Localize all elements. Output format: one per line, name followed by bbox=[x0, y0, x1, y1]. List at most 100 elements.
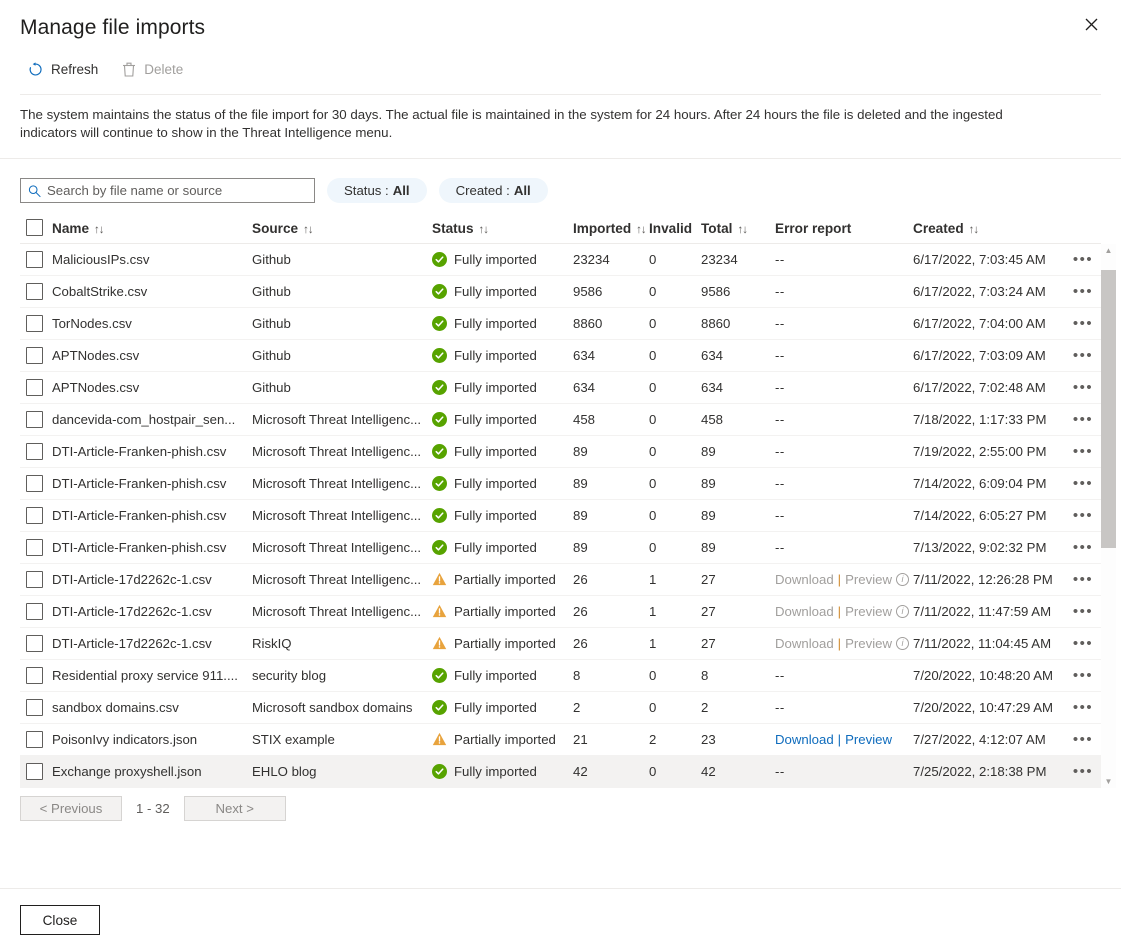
row-checkbox[interactable] bbox=[26, 378, 43, 396]
row-more-actions-icon[interactable]: ••• bbox=[1072, 442, 1094, 460]
preview-link[interactable]: Preview bbox=[845, 571, 892, 587]
table-row[interactable]: DTI-Article-17d2262c-1.csv Microsoft Thre… bbox=[20, 563, 1101, 596]
row-checkbox[interactable] bbox=[26, 442, 43, 460]
row-checkbox[interactable] bbox=[26, 666, 43, 684]
row-more-actions-icon[interactable]: ••• bbox=[1072, 634, 1094, 652]
scrollbar-track[interactable] bbox=[1101, 257, 1116, 775]
row-checkbox[interactable] bbox=[26, 602, 43, 620]
row-more-actions-icon[interactable]: ••• bbox=[1072, 410, 1094, 428]
sort-icon-status[interactable]: ↑↓ bbox=[478, 223, 489, 236]
download-link[interactable]: Download bbox=[775, 635, 834, 651]
row-checkbox[interactable] bbox=[26, 730, 43, 748]
row-more-actions-icon[interactable]: ••• bbox=[1072, 762, 1094, 780]
sort-icon-created[interactable]: ↑↓ bbox=[968, 223, 979, 236]
row-checkbox[interactable] bbox=[26, 538, 43, 556]
table-row[interactable]: APTNodes.csv Github Fully imported 634 0 634-… bbox=[20, 371, 1101, 404]
row-more-actions-icon[interactable]: ••• bbox=[1072, 730, 1094, 748]
close-icon[interactable] bbox=[1075, 8, 1107, 40]
search-box[interactable] bbox=[20, 178, 315, 203]
column-header-imported[interactable]: Imported ↑↓ bbox=[573, 213, 649, 244]
column-header-created[interactable]: Created ↑↓ bbox=[913, 213, 1071, 244]
column-label-total: Total bbox=[701, 220, 733, 236]
table-row[interactable]: DTI-Article-Franken-phish.csv Microsoft T… bbox=[20, 435, 1101, 468]
scroll-down-arrow[interactable]: ▼ bbox=[1104, 777, 1113, 786]
table-row[interactable]: Exchange proxyshell.json EHLO blog Fully i… bbox=[20, 755, 1101, 788]
column-header-source[interactable]: Source ↑↓ bbox=[252, 213, 432, 244]
table-row[interactable]: dancevida-com_hostpair_sen... Microsoft T… bbox=[20, 403, 1101, 436]
table-row[interactable]: TorNodes.csv Github Fully imported 8860 0 886… bbox=[20, 307, 1101, 340]
select-all-checkbox[interactable] bbox=[26, 218, 43, 236]
row-select-cell bbox=[20, 659, 52, 692]
table-row[interactable]: MaliciousIPs.csv Github Fully imported 2323… bbox=[20, 243, 1101, 276]
row-more-actions-icon[interactable]: ••• bbox=[1072, 666, 1094, 684]
download-link[interactable]: Download bbox=[775, 603, 834, 619]
table-row[interactable]: DTI-Article-Franken-phish.csv Microsoft T… bbox=[20, 531, 1101, 564]
cell-invalid: 0 bbox=[649, 467, 701, 500]
table-row[interactable]: Residential proxy service 911.... securit… bbox=[20, 659, 1101, 692]
next-page-button[interactable]: Next > bbox=[183, 795, 286, 821]
delete-button[interactable]: Delete bbox=[111, 54, 192, 84]
info-icon[interactable]: i bbox=[896, 572, 909, 586]
cell-invalid: 0 bbox=[649, 371, 701, 404]
table-row[interactable]: sandbox domains.csv Microsoft sandbox dom… bbox=[20, 691, 1101, 724]
row-checkbox[interactable] bbox=[26, 474, 43, 492]
row-more-actions-icon[interactable]: ••• bbox=[1072, 346, 1094, 364]
preview-link[interactable]: Preview bbox=[845, 731, 892, 747]
table-row[interactable]: DTI-Article-17d2262c-1.csv RiskIQ Partiall… bbox=[20, 627, 1101, 660]
cell-invalid: 0 bbox=[649, 403, 701, 436]
sort-icon-total[interactable]: ↑↓ bbox=[737, 223, 747, 236]
scrollbar-thumb[interactable] bbox=[1101, 270, 1116, 548]
preview-link[interactable]: Preview bbox=[845, 603, 892, 619]
column-header-status[interactable]: Status ↑↓ bbox=[432, 213, 573, 244]
row-checkbox[interactable] bbox=[26, 282, 43, 300]
cell-invalid: 0 bbox=[649, 435, 701, 468]
row-more-actions-icon[interactable]: ••• bbox=[1072, 538, 1094, 556]
row-checkbox[interactable] bbox=[26, 762, 43, 780]
refresh-button[interactable]: Refresh bbox=[18, 54, 107, 84]
row-checkbox[interactable] bbox=[26, 634, 43, 652]
column-header-name[interactable]: Name ↑↓ bbox=[52, 213, 252, 244]
row-more-actions-icon[interactable]: ••• bbox=[1072, 698, 1094, 716]
sort-icon-name[interactable]: ↑↓ bbox=[94, 223, 104, 236]
sort-icon-source[interactable]: ↑↓ bbox=[303, 223, 313, 236]
error-report-links: Download | Preview bbox=[775, 732, 913, 747]
row-more-actions-icon[interactable]: ••• bbox=[1072, 282, 1094, 300]
filter-status[interactable]: Status : All bbox=[327, 178, 427, 203]
download-link[interactable]: Download bbox=[775, 571, 834, 587]
row-more-actions-icon[interactable]: ••• bbox=[1072, 570, 1094, 588]
scroll-up-arrow[interactable]: ▲ bbox=[1104, 246, 1113, 255]
row-more-actions-icon[interactable]: ••• bbox=[1072, 602, 1094, 620]
row-more-actions-icon[interactable]: ••• bbox=[1072, 250, 1094, 268]
table-row[interactable]: PoisonIvy indicators.json STIX example Par… bbox=[20, 723, 1101, 756]
filter-created[interactable]: Created : All bbox=[438, 178, 548, 203]
row-more-actions-icon[interactable]: ••• bbox=[1072, 474, 1094, 492]
download-link[interactable]: Download bbox=[775, 731, 834, 747]
table-row[interactable]: DTI-Article-Franken-phish.csv Microsoft T… bbox=[20, 499, 1101, 532]
error-report-none: -- bbox=[775, 667, 785, 683]
cell-name: DTI-Article-Franken-phish.csv bbox=[52, 467, 252, 500]
column-header-total[interactable]: Total ↑↓ bbox=[701, 213, 775, 244]
row-more-actions-icon[interactable]: ••• bbox=[1072, 506, 1094, 524]
table-row[interactable]: DTI-Article-Franken-phish.csv Microsoft T… bbox=[20, 467, 1101, 500]
row-checkbox[interactable] bbox=[26, 346, 43, 364]
info-icon[interactable]: i bbox=[896, 636, 909, 650]
row-checkbox[interactable] bbox=[26, 698, 43, 716]
sort-icon-imported[interactable]: ↑↓ bbox=[636, 223, 646, 236]
preview-link[interactable]: Preview bbox=[845, 635, 892, 651]
search-input[interactable] bbox=[21, 179, 314, 202]
row-checkbox[interactable] bbox=[26, 314, 43, 332]
table-row[interactable]: APTNodes.csv Github Fully imported 634 0 634-… bbox=[20, 339, 1101, 372]
row-more-actions-icon[interactable]: ••• bbox=[1072, 314, 1094, 332]
table-row[interactable]: DTI-Article-17d2262c-1.csv Microsoft Thre… bbox=[20, 595, 1101, 628]
table-vertical-scrollbar[interactable]: ▲ ▼ bbox=[1101, 244, 1116, 788]
row-more-actions-icon[interactable]: ••• bbox=[1072, 378, 1094, 396]
row-checkbox[interactable] bbox=[26, 506, 43, 524]
close-button[interactable]: Close bbox=[20, 905, 100, 935]
previous-page-button[interactable]: < Previous bbox=[20, 795, 122, 821]
row-checkbox[interactable] bbox=[26, 570, 43, 588]
row-checkbox[interactable] bbox=[26, 250, 43, 268]
info-icon[interactable]: i bbox=[896, 604, 909, 618]
row-checkbox[interactable] bbox=[26, 410, 43, 428]
table-row[interactable]: CobaltStrike.csv Github Fully imported 9586… bbox=[20, 275, 1101, 308]
cell-invalid: 0 bbox=[649, 275, 701, 308]
